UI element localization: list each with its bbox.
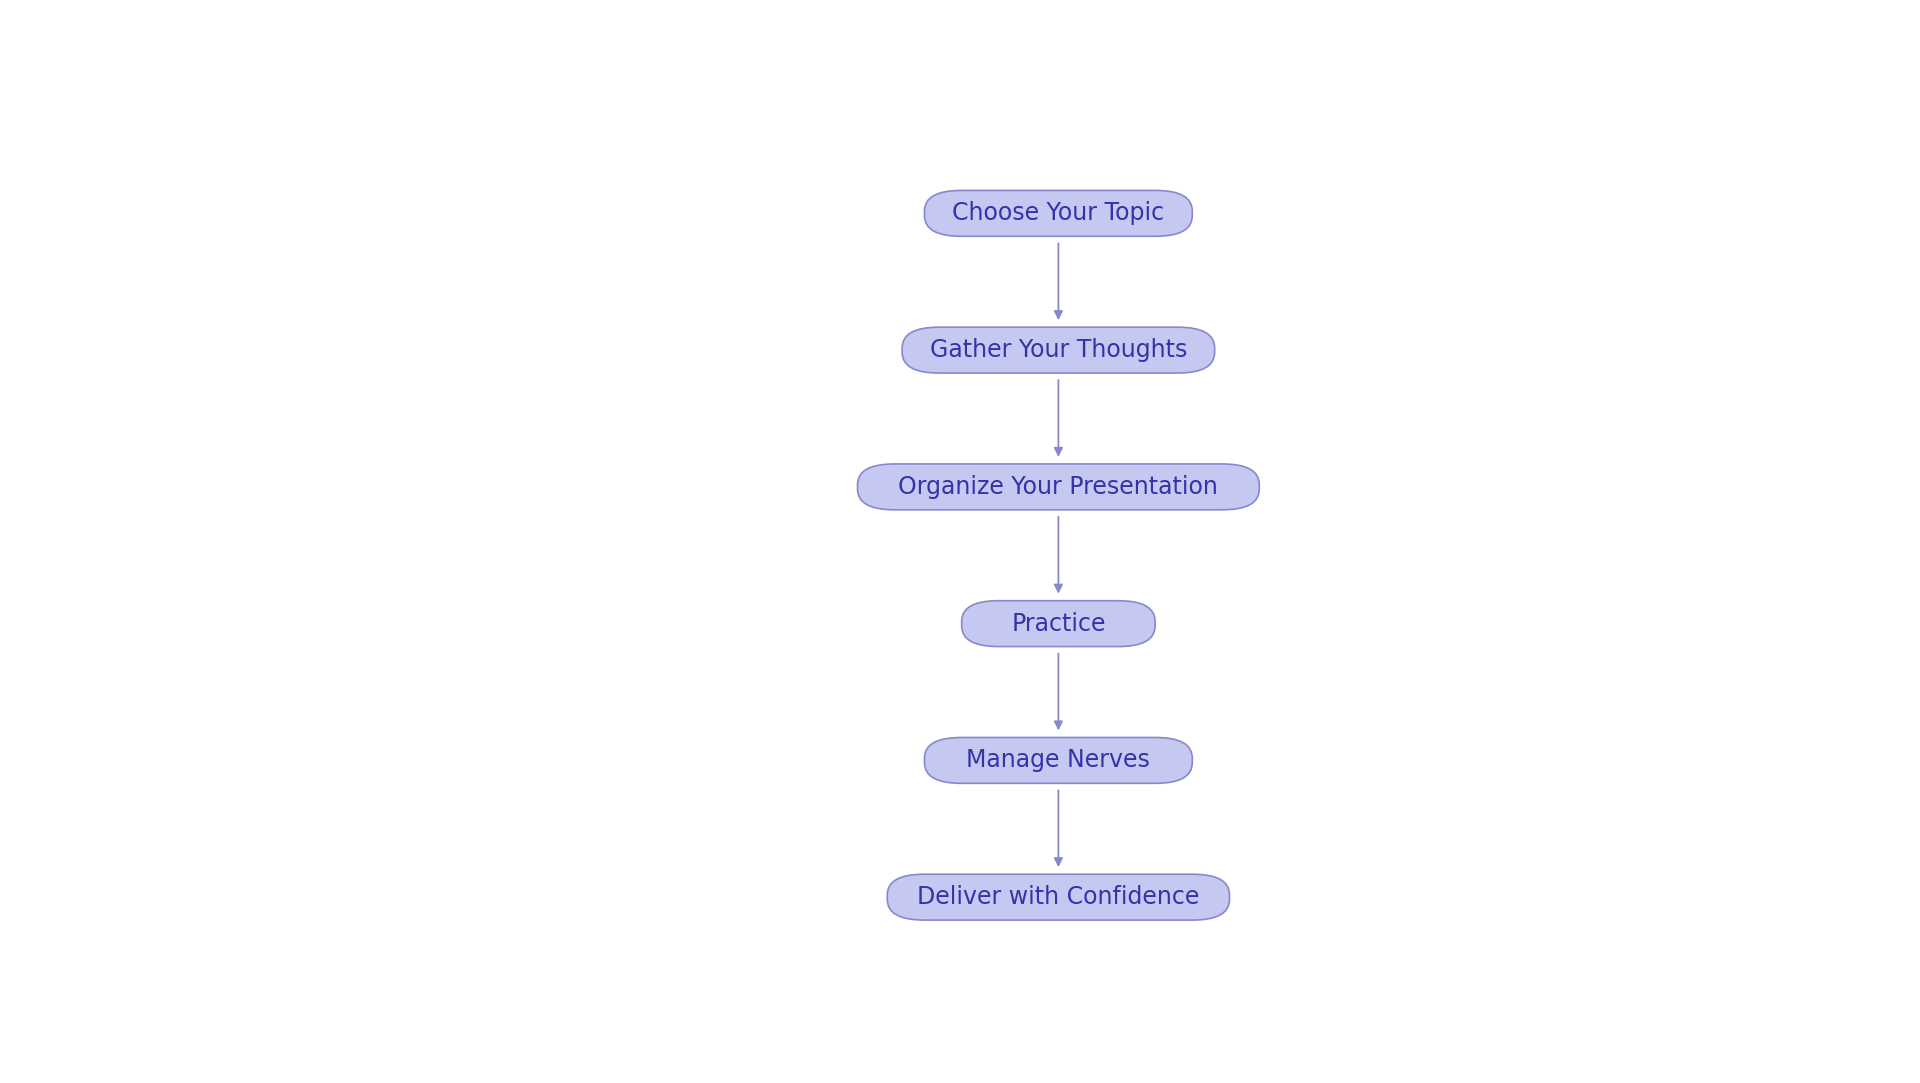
Text: Organize Your Presentation: Organize Your Presentation bbox=[899, 474, 1219, 499]
FancyBboxPatch shape bbox=[925, 738, 1192, 783]
FancyBboxPatch shape bbox=[858, 464, 1260, 510]
Text: Gather Your Thoughts: Gather Your Thoughts bbox=[929, 338, 1187, 362]
Text: Manage Nerves: Manage Nerves bbox=[966, 748, 1150, 772]
FancyBboxPatch shape bbox=[887, 874, 1229, 921]
Text: Practice: Practice bbox=[1012, 612, 1106, 636]
Text: Choose Your Topic: Choose Your Topic bbox=[952, 201, 1164, 225]
Text: Deliver with Confidence: Deliver with Confidence bbox=[918, 885, 1200, 909]
FancyBboxPatch shape bbox=[902, 327, 1215, 373]
FancyBboxPatch shape bbox=[925, 191, 1192, 236]
FancyBboxPatch shape bbox=[962, 601, 1156, 647]
